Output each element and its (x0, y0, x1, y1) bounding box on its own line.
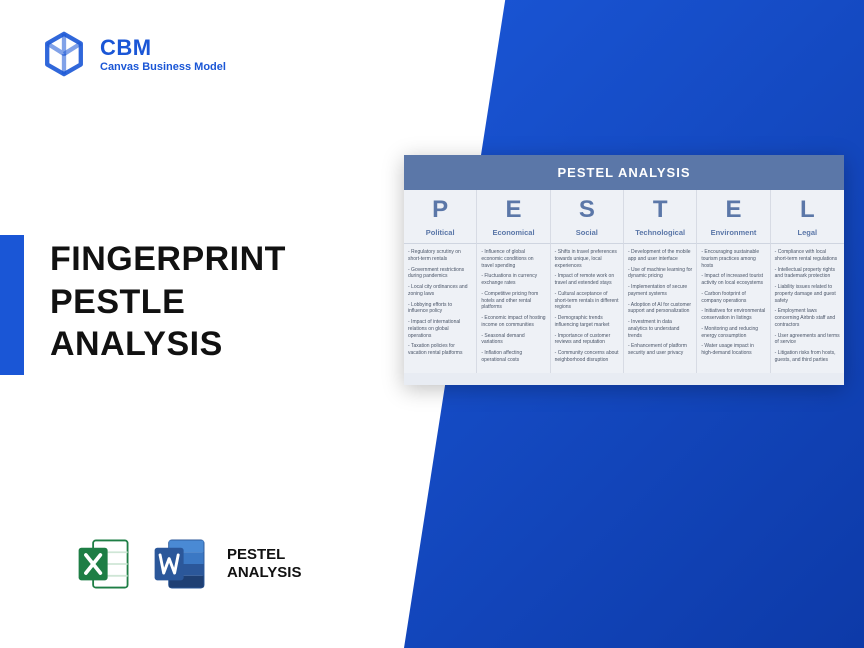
pestel-items-row: - Regulatory scrutiny on short-term rent… (404, 244, 844, 373)
pestel-category: Social (551, 226, 624, 244)
pestel-item: - Adoption of AI for customer support an… (628, 302, 692, 316)
pestel-item: - Implementation of secure payment syste… (628, 284, 692, 298)
pestel-item: - Taxation policies for vacation rental … (408, 343, 472, 357)
pestel-card: PESTEL ANALYSIS PESTEL PoliticalEconomic… (404, 155, 844, 385)
word-icon (151, 535, 209, 593)
logo-block: CBM Canvas Business Model (40, 30, 226, 78)
pestel-category: Economical (477, 226, 550, 244)
logo-hex-icon (40, 30, 88, 78)
pestel-item: - Lobbying efforts to influence policy (408, 302, 472, 316)
pestel-item: - Water usage impact in high-demand loca… (701, 343, 765, 357)
pestel-items-cell: - Encouraging sustainable tourism practi… (697, 244, 770, 373)
pestel-item: - Enhancement of platform security and u… (628, 343, 692, 357)
pestel-category: Legal (771, 226, 844, 244)
pestel-item: - Compliance with local short-term renta… (775, 249, 840, 263)
page-title: FINGERPRINT PESTLE ANALYSIS (50, 238, 286, 366)
footer-line-2: ANALYSIS (227, 564, 301, 582)
pestel-item: - Use of machine learning for dynamic pr… (628, 267, 692, 281)
pestel-item: - Fluctuations in currency exchange rate… (481, 273, 545, 287)
pestel-item: - Development of the mobile app and user… (628, 249, 692, 263)
footer-text: PESTEL ANALYSIS (227, 546, 301, 582)
pestel-letter: P (404, 190, 477, 226)
pestel-letter: L (771, 190, 844, 226)
pestel-item: - Competitive pricing from hotels and ot… (481, 291, 545, 311)
pestel-item: - Regulatory scrutiny on short-term rent… (408, 249, 472, 263)
pestel-item: - Employment laws concerning Airbnb staf… (775, 308, 840, 328)
accent-tab (0, 235, 24, 375)
pestel-item: - Impact of remote work on travel and ex… (555, 273, 619, 287)
pestel-item: - Monitoring and reducing energy consump… (701, 326, 765, 340)
pestel-letter: T (624, 190, 697, 226)
excel-icon (75, 535, 133, 593)
pestel-letter: E (697, 190, 770, 226)
pestel-items-cell: - Influence of global economic condition… (477, 244, 550, 373)
pestel-item: - Local city ordinances and zoning laws (408, 284, 472, 298)
pestel-item: - Litigation risks from hosts, guests, a… (775, 350, 840, 364)
pestel-item: - User agreements and terms of service (775, 333, 840, 347)
pestel-item: - Initiatives for environmental conserva… (701, 308, 765, 322)
pestel-item: - Economic impact of hosting income on c… (481, 315, 545, 329)
pestel-item: - Demographic trends influencing target … (555, 315, 619, 329)
pestel-item: - Influence of global economic condition… (481, 249, 545, 269)
card-header: PESTEL ANALYSIS (404, 155, 844, 190)
pestel-letter-row: PESTEL (404, 190, 844, 226)
pestel-items-cell: - Compliance with local short-term renta… (771, 244, 844, 373)
pestel-item: - Impact of international relations on g… (408, 319, 472, 339)
pestel-category: Technological (624, 226, 697, 244)
pestel-item: - Cultural acceptance of short-term rent… (555, 291, 619, 311)
pestel-item: - Impact of increased tourist activity o… (701, 273, 765, 287)
title-line-2: PESTLE (50, 281, 286, 324)
pestel-item: - Intellectual property rights and trade… (775, 267, 840, 281)
logo-title: CBM (100, 35, 226, 61)
pestel-item: - Importance of customer reviews and rep… (555, 333, 619, 347)
pestel-item: - Inflation affecting operational costs (481, 350, 545, 364)
pestel-items-cell: - Development of the mobile app and user… (624, 244, 697, 373)
pestel-item: - Government restrictions during pandemi… (408, 267, 472, 281)
pestel-item: - Liability issues related to property d… (775, 284, 840, 304)
pestel-item: - Encouraging sustainable tourism practi… (701, 249, 765, 269)
pestel-items-cell: - Regulatory scrutiny on short-term rent… (404, 244, 477, 373)
pestel-item: - Investment in data analytics to unders… (628, 319, 692, 339)
footer-line-1: PESTEL (227, 546, 301, 564)
pestel-item: - Seasonal demand variations (481, 333, 545, 347)
title-line-3: ANALYSIS (50, 323, 286, 366)
pestel-category: Political (404, 226, 477, 244)
title-line-1: FINGERPRINT (50, 238, 286, 281)
pestel-item: - Community concerns about neighborhood … (555, 350, 619, 364)
pestel-letter: S (551, 190, 624, 226)
pestel-item: - Shifts in travel preferences towards u… (555, 249, 619, 269)
pestel-category-row: PoliticalEconomicalSocialTechnologicalEn… (404, 226, 844, 244)
pestel-items-cell: - Shifts in travel preferences towards u… (551, 244, 624, 373)
pestel-letter: E (477, 190, 550, 226)
pestel-item: - Carbon footprint of company operations (701, 291, 765, 305)
pestel-category: Environment (697, 226, 770, 244)
logo-subtitle: Canvas Business Model (100, 61, 226, 73)
footer-block: PESTEL ANALYSIS (75, 535, 301, 593)
